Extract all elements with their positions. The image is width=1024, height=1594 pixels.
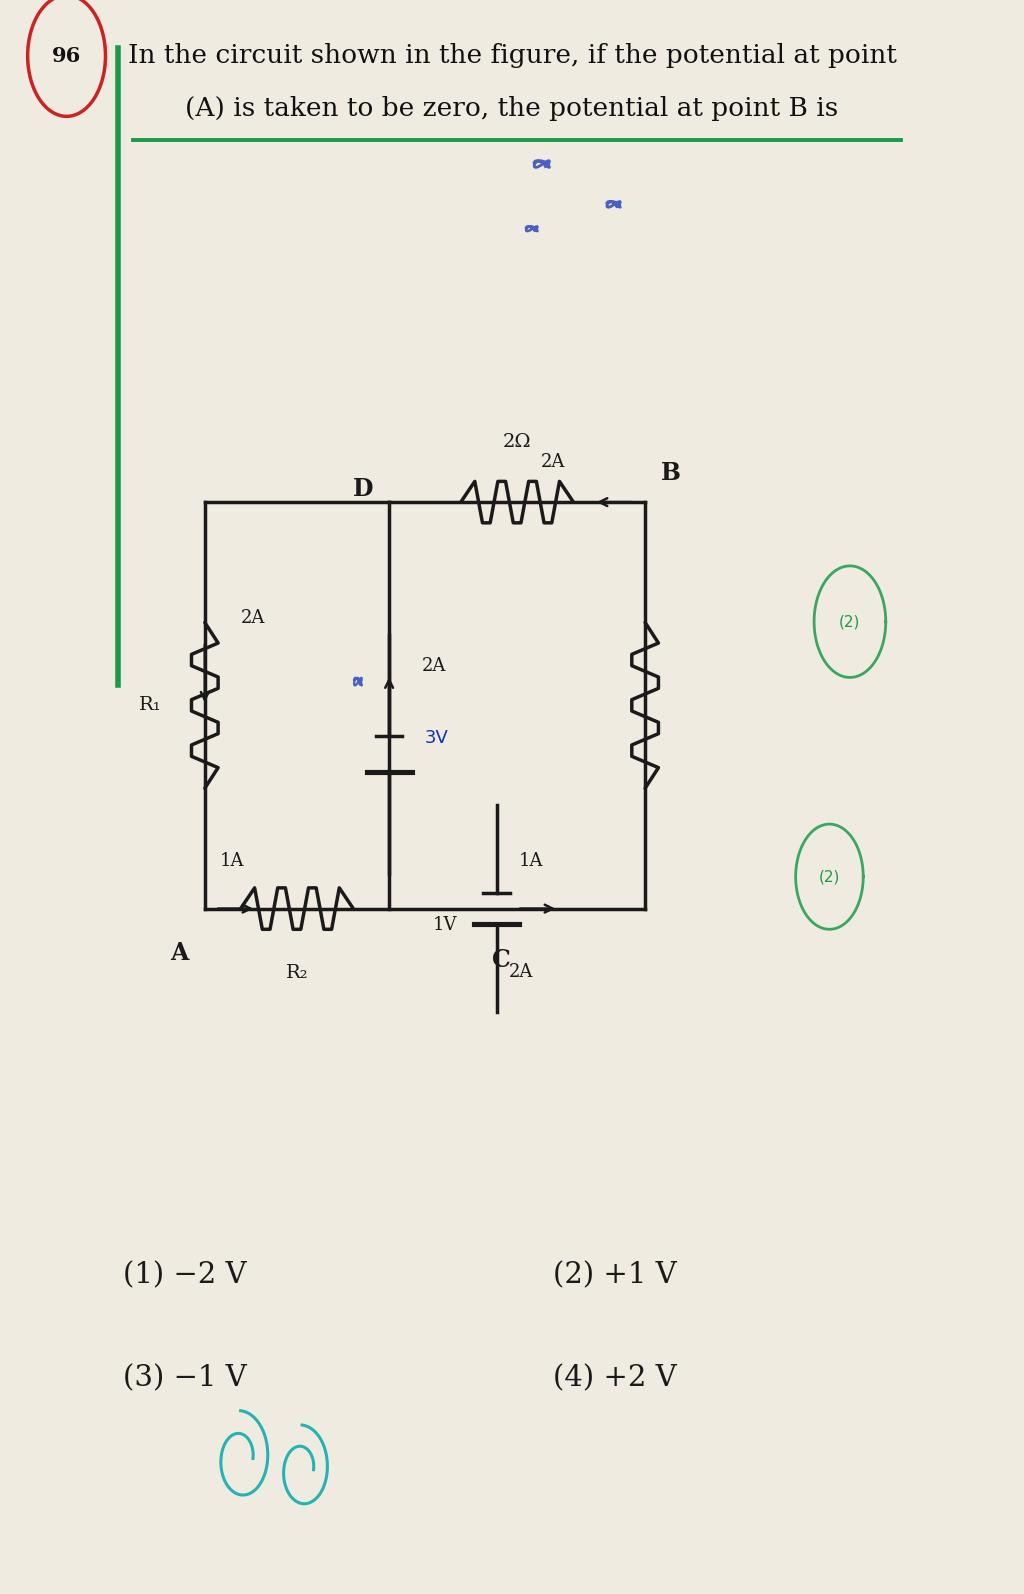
Text: A: A — [170, 940, 188, 966]
Text: 1V: 1V — [433, 915, 458, 934]
Text: 2A: 2A — [509, 963, 534, 982]
Text: 1A: 1A — [519, 851, 544, 870]
Text: 2Ω: 2Ω — [503, 434, 531, 451]
Text: In the circuit shown in the figure, if the potential at point: In the circuit shown in the figure, if t… — [128, 43, 896, 69]
Text: 96: 96 — [52, 46, 81, 65]
Text: (2): (2) — [840, 614, 860, 630]
Text: C: C — [493, 947, 511, 972]
Text: R₁: R₁ — [139, 697, 162, 714]
Text: B: B — [660, 461, 681, 486]
Text: (A) is taken to be zero, the potential at point B is: (A) is taken to be zero, the potential a… — [185, 96, 839, 121]
Text: 2A: 2A — [541, 453, 565, 472]
Text: 2A: 2A — [422, 657, 446, 676]
Text: (2) +1 V: (2) +1 V — [553, 1261, 677, 1290]
Text: 2A: 2A — [241, 609, 265, 626]
Text: 1A: 1A — [220, 851, 245, 870]
Text: (1) −2 V: (1) −2 V — [123, 1261, 247, 1290]
Text: D: D — [353, 477, 374, 502]
Text: R₂: R₂ — [286, 964, 308, 982]
Text: 3V: 3V — [425, 728, 449, 748]
Text: (4) +2 V: (4) +2 V — [553, 1364, 677, 1393]
Text: (3) −1 V: (3) −1 V — [123, 1364, 247, 1393]
Text: (2): (2) — [819, 869, 840, 885]
